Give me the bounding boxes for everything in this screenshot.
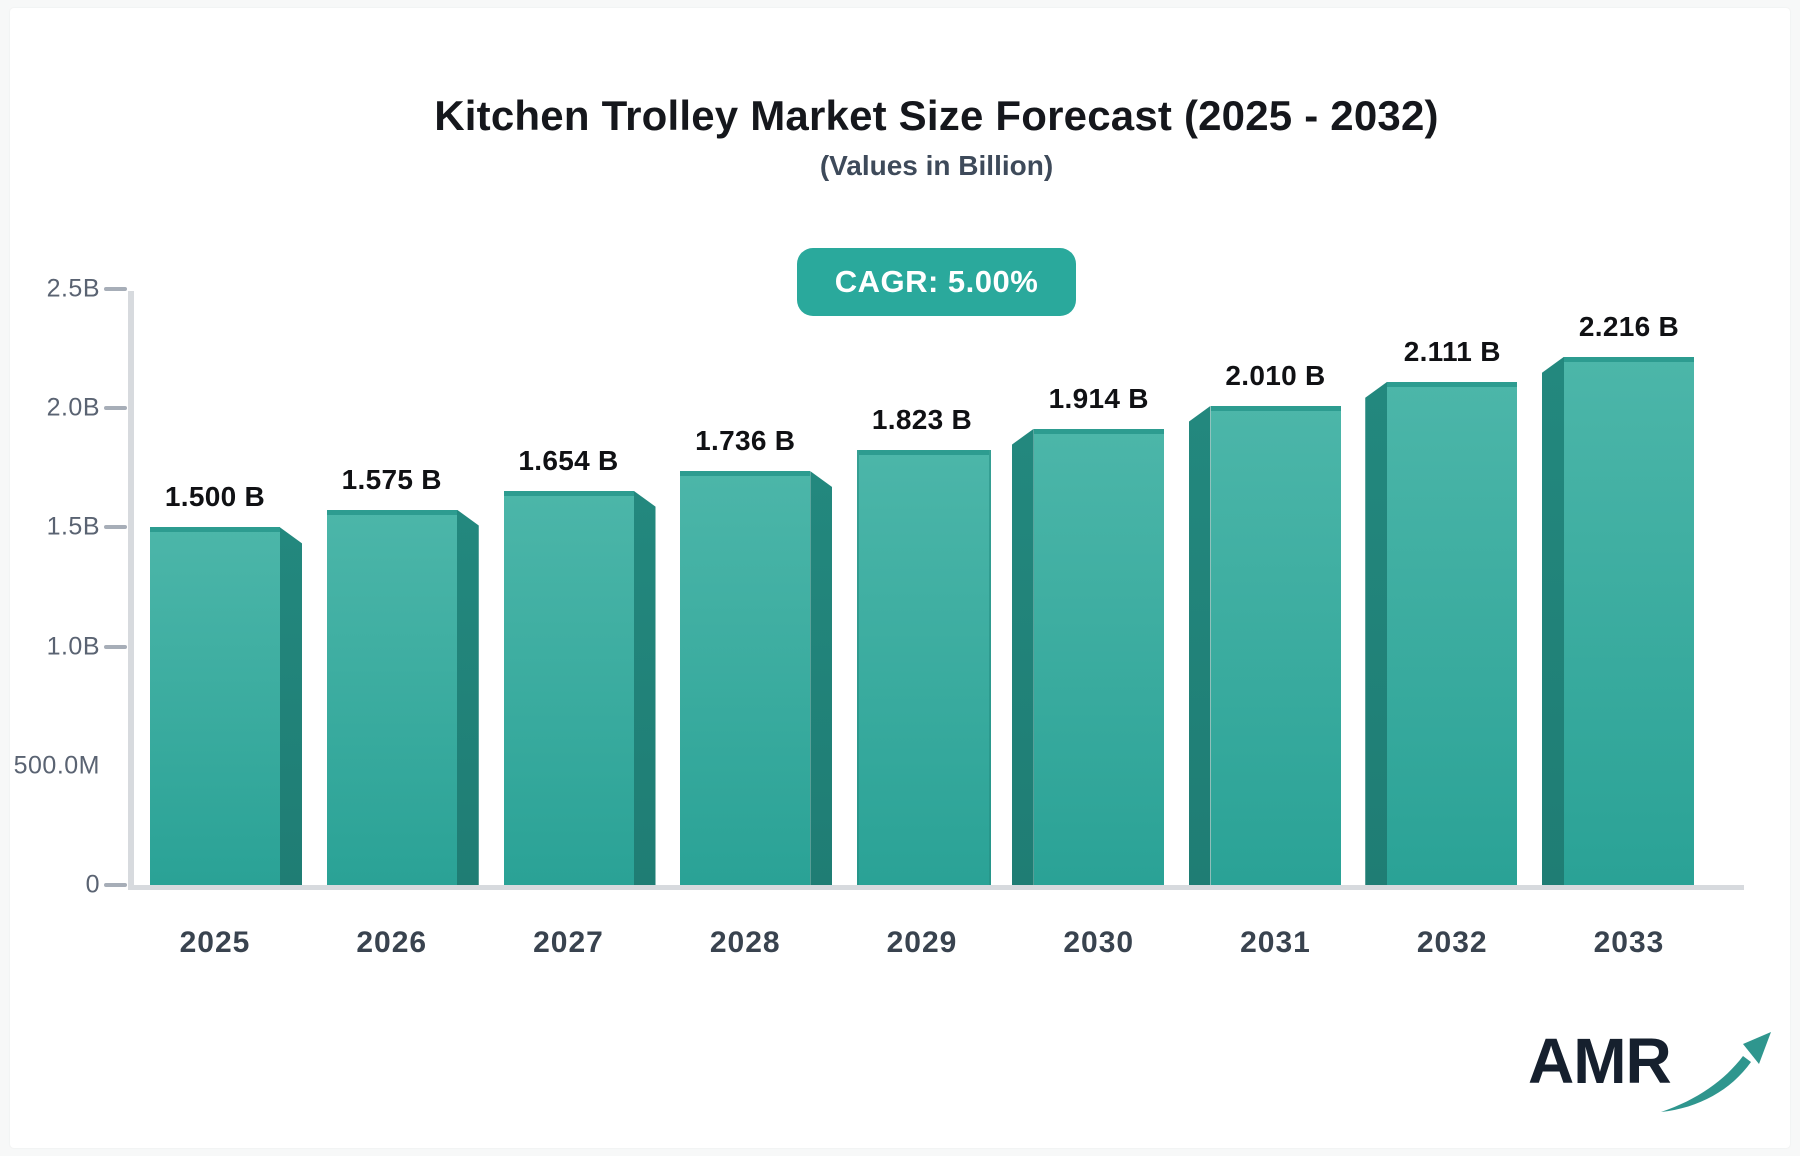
cagr-badge: CAGR: 5.00% (796, 248, 1077, 316)
bar-2031 (1210, 405, 1341, 885)
y-tick-label-2.0B: 2.0B (46, 393, 100, 422)
bar-2025 (150, 527, 280, 885)
y-tick-label-500.0M: 500.0M (13, 751, 100, 780)
y-tick-dash-2.0B (104, 406, 127, 411)
x-tick-label-2026: 2026 (356, 926, 428, 959)
bar-value-label-2026: 1.575 B (341, 463, 442, 495)
x-tick-label-2031: 2031 (1240, 926, 1311, 959)
chart-subtitle: (Values in Billion) (819, 150, 1054, 181)
bar-2028 (680, 471, 811, 885)
bar-value-label-2028: 1.736 B (695, 425, 796, 457)
bar-value-label-2027: 1.654 B (518, 444, 619, 476)
x-tick-label-2029: 2029 (886, 926, 958, 959)
x-tick-label-2033: 2033 (1593, 926, 1665, 959)
bar-value-label-2029: 1.823 B (871, 404, 973, 436)
bar-side-3d-2026 (456, 509, 479, 885)
amr-logo-text: AMR (1528, 1025, 1672, 1097)
bar-2029 (857, 450, 991, 885)
bar-2033 (1564, 356, 1694, 885)
y-tick-label-1.0B: 1.0B (46, 632, 100, 661)
bar-side-3d-2025 (280, 527, 302, 885)
bar-side-3d-2027 (633, 490, 656, 885)
y-tick-dash-1.0B (104, 644, 127, 649)
y-axis-line (128, 291, 134, 889)
bar-2032 (1387, 381, 1518, 885)
bar-side-3d-2031 (1188, 405, 1211, 885)
bar-value-label-2025: 1.500 B (164, 481, 266, 513)
bar-value-label-2030: 1.914 B (1048, 382, 1149, 414)
bar-value-label-2031: 2.010 B (1225, 359, 1326, 391)
x-tick-label-2027: 2027 (533, 926, 604, 959)
amr-logo-arrow-icon (1660, 1032, 1771, 1112)
y-tick-dash-1.5B (104, 525, 127, 530)
bar-value-label-2032: 2.111 B (1403, 335, 1501, 367)
x-tick-label-2028: 2028 (709, 926, 781, 959)
x-axis-line (128, 885, 1744, 890)
bar-side-3d-2030 (1011, 428, 1034, 885)
x-tick-label-2025: 2025 (179, 926, 251, 959)
y-tick-dash-0 (104, 883, 127, 887)
chart-title: Kitchen Trolley Market Size Forecast (20… (434, 92, 1439, 139)
bar-2030 (1033, 428, 1164, 885)
cagr-badge-row: CAGR: 5.00% (130, 248, 1743, 316)
bar-side-3d-2033 (1542, 356, 1564, 885)
y-tick-label-1.5B: 1.5B (46, 512, 100, 541)
y-tick-label-2.5B: 2.5B (46, 274, 100, 303)
x-tick-label-2032: 2032 (1416, 926, 1488, 959)
y-tick-label-0: 0 (85, 870, 100, 899)
x-tick-label-2030: 2030 (1063, 926, 1135, 959)
y-tick-dash-2.5B (104, 287, 127, 291)
bar-side-3d-2028 (810, 471, 833, 885)
bar-side-3d-2032 (1365, 381, 1388, 885)
bar-value-label-2033: 2.216 B (1578, 310, 1680, 342)
bar-2026 (326, 509, 457, 885)
bar-2027 (503, 490, 634, 885)
amr-logo: AMR (1528, 1026, 1779, 1118)
